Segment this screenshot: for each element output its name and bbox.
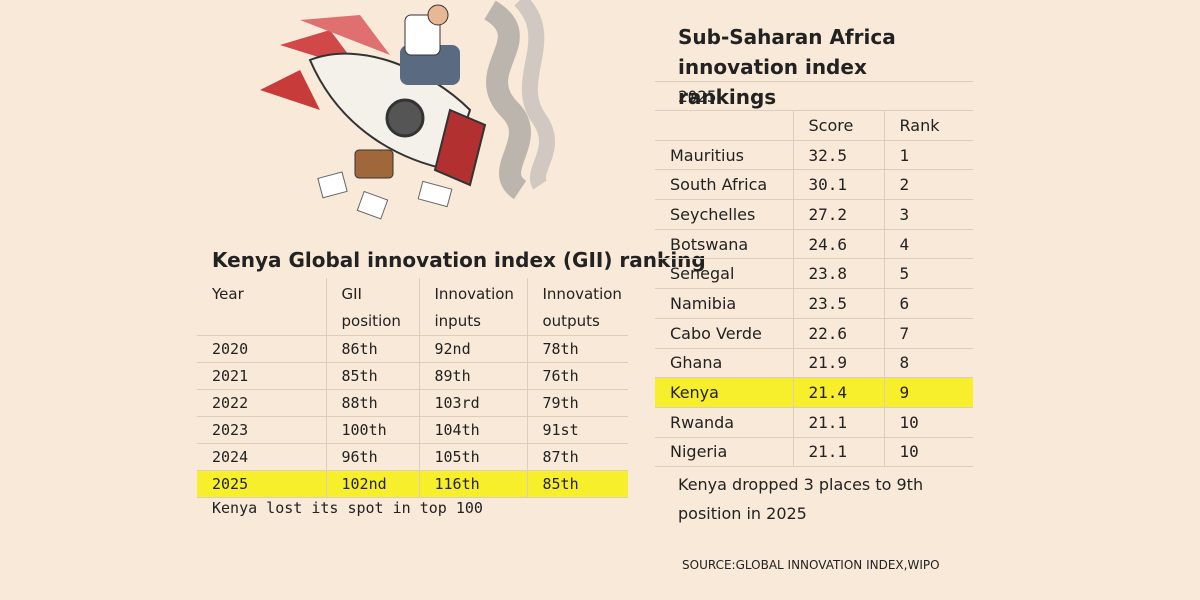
gii-title: Kenya Global innovation index (GII) rank… xyxy=(212,248,706,272)
row: 2021 85th 89th 76th xyxy=(197,362,628,390)
row: Ghana 21.9 8 xyxy=(655,348,973,379)
cell: 23.8 xyxy=(792,258,884,290)
cell: 104th xyxy=(418,416,527,444)
header-text: GII position xyxy=(341,285,401,330)
cell: 2 xyxy=(883,169,973,201)
cell: 96th xyxy=(325,443,419,471)
header-cell: Year xyxy=(197,278,326,336)
cell: 2023 xyxy=(197,416,326,444)
row: Senegal 23.8 5 xyxy=(655,258,973,290)
cell: 22.6 xyxy=(792,318,884,349)
row: 2020 86th 92nd 78th xyxy=(197,335,628,363)
ssa-table: Score Rank Mauritius 32.5 1 South Africa 30.… xyxy=(655,110,973,468)
cell: 85th xyxy=(325,362,419,390)
cell: 3 xyxy=(883,199,973,230)
cell: Nigeria xyxy=(655,437,793,468)
row: 2024 96th 105th 87th xyxy=(197,443,628,471)
header-cell: Score xyxy=(792,110,884,141)
cell: Rwanda xyxy=(655,407,793,438)
cell: 85th xyxy=(526,470,628,498)
cell: 24.6 xyxy=(792,229,884,260)
cell: 89th xyxy=(418,362,527,390)
ssa-subtitle: 2025 xyxy=(655,81,973,110)
ssa-note: Kenya dropped 3 places to 9th position i… xyxy=(678,475,924,523)
source: SOURCE:GLOBAL INNOVATION INDEX,WIPO xyxy=(682,558,940,572)
cell: 23.5 xyxy=(792,288,884,319)
cell: 32.5 xyxy=(792,140,884,171)
cell: 4 xyxy=(883,229,973,260)
rocket-illustration xyxy=(260,0,555,220)
cell: 30.1 xyxy=(792,169,884,201)
cell: 21.4 xyxy=(792,377,884,408)
cell: Mauritius xyxy=(655,140,793,171)
row: 2023 100th 104th 91st xyxy=(197,416,628,444)
cell: 2021 xyxy=(197,362,326,390)
cell: 92nd xyxy=(418,335,527,363)
cell: 8 xyxy=(883,348,973,379)
cell: Namibia xyxy=(655,288,793,319)
gii-table: Year GII position Innovation inputs Inno… xyxy=(197,278,628,498)
cell: 102nd xyxy=(325,470,419,498)
cell: 5 xyxy=(883,258,973,290)
cell: 2025 xyxy=(197,470,326,498)
header-text: Innovation inputs xyxy=(434,285,514,330)
cell: 2020 xyxy=(197,335,326,363)
cell: 10 xyxy=(883,437,973,468)
cell: South Africa xyxy=(655,169,793,201)
cell: Ghana xyxy=(655,348,793,379)
cell: 9 xyxy=(883,377,973,408)
cell: 91st xyxy=(526,416,628,444)
cell: 105th xyxy=(418,443,527,471)
cell: 2024 xyxy=(197,443,326,471)
row: Namibia 23.5 6 xyxy=(655,288,973,319)
row: 2022 88th 103rd 79th xyxy=(197,389,628,417)
cell: Kenya xyxy=(655,377,793,408)
row: 2025 102nd 116th 85th xyxy=(197,470,628,498)
cell: 100th xyxy=(325,416,419,444)
cell: 21.1 xyxy=(792,407,884,438)
cell: 86th xyxy=(325,335,419,363)
row: Seychelles 27.2 3 xyxy=(655,199,973,230)
cell: 2022 xyxy=(197,389,326,417)
row: Cabo Verde 22.6 7 xyxy=(655,318,973,349)
header-cell xyxy=(655,110,793,141)
row: Mauritius 32.5 1 xyxy=(655,140,973,171)
gii-note: Kenya lost its spot in top 100 xyxy=(212,499,483,517)
cell: 1 xyxy=(883,140,973,171)
cell: 21.9 xyxy=(792,348,884,379)
row: Kenya 21.4 9 xyxy=(655,377,973,408)
header-row: Score Rank xyxy=(655,110,973,141)
ssa-title: Sub-Saharan Africa innovation index rank… xyxy=(678,25,896,109)
row: South Africa 30.1 2 xyxy=(655,169,973,201)
row: Nigeria 21.1 10 xyxy=(655,437,973,468)
row: Rwanda 21.1 10 xyxy=(655,407,973,438)
header-cell: Rank xyxy=(883,110,973,141)
header-cell: Innovation outputs xyxy=(526,278,628,336)
cell: 10 xyxy=(883,407,973,438)
cell: 21.1 xyxy=(792,437,884,468)
cell: 88th xyxy=(325,389,419,417)
cell: Cabo Verde xyxy=(655,318,793,349)
header-text: Innovation outputs xyxy=(542,285,622,330)
cell: 116th xyxy=(418,470,527,498)
cell: Seychelles xyxy=(655,199,793,230)
cell: 103rd xyxy=(418,389,527,417)
cell: 87th xyxy=(526,443,628,471)
cell: Botswana xyxy=(655,229,793,260)
header-cell: GII position xyxy=(325,278,419,336)
cell: 76th xyxy=(526,362,628,390)
header-row: Year GII position Innovation inputs Inno… xyxy=(197,278,628,336)
header-cell: Innovation inputs xyxy=(418,278,527,336)
cell: Senegal xyxy=(655,258,793,290)
cell: 7 xyxy=(883,318,973,349)
row: Botswana 24.6 4 xyxy=(655,229,973,260)
cell: 79th xyxy=(526,389,628,417)
cell: 78th xyxy=(526,335,628,363)
cell: 6 xyxy=(883,288,973,319)
cell: 27.2 xyxy=(792,199,884,230)
